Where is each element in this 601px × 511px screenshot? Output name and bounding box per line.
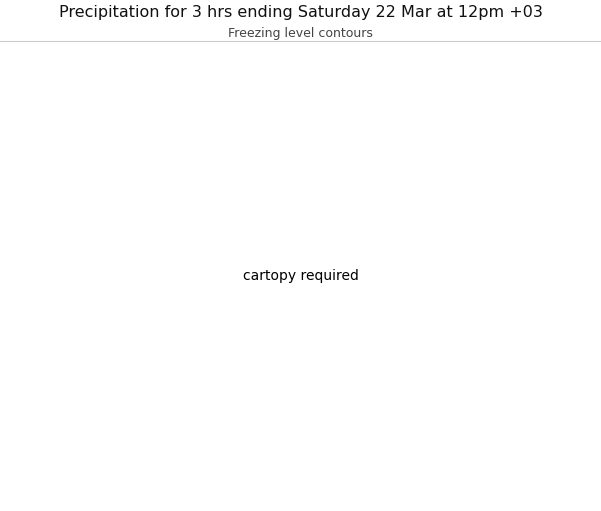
Text: Precipitation for 3 hrs ending Saturday 22 Mar at 12pm +03: Precipitation for 3 hrs ending Saturday …: [58, 5, 543, 20]
Text: cartopy required: cartopy required: [243, 269, 358, 284]
Text: Freezing level contours: Freezing level contours: [228, 27, 373, 40]
